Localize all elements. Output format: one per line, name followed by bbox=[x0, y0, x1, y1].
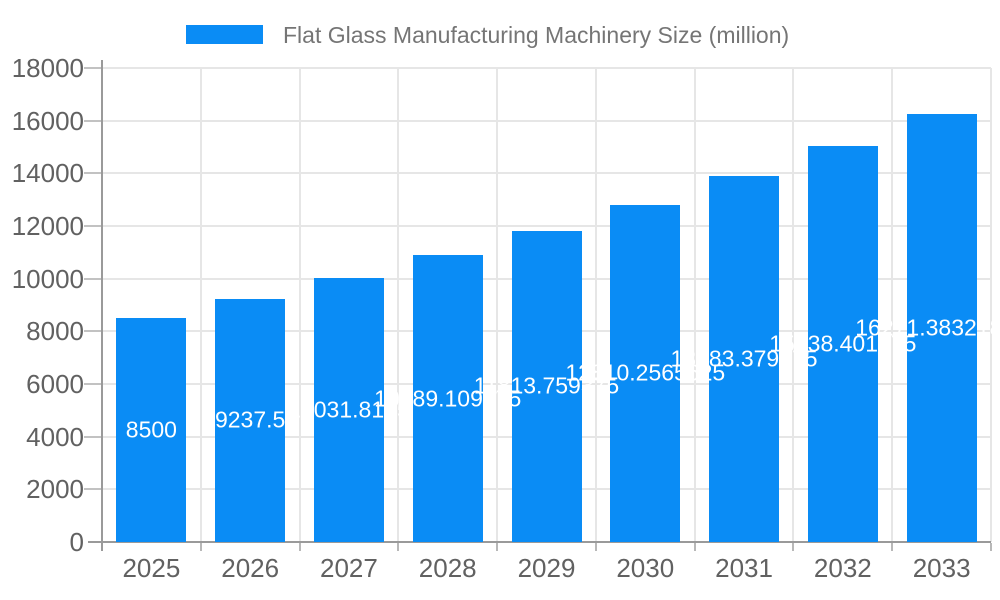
y-tick-label: 10000 bbox=[11, 263, 84, 294]
x-tick bbox=[298, 543, 301, 551]
y-tick bbox=[84, 435, 102, 438]
y-tick-label: 12000 bbox=[11, 211, 84, 241]
y-tick-label: 4000 bbox=[26, 421, 84, 452]
y-tick bbox=[84, 225, 102, 227]
x-tick-label: 2030 bbox=[616, 553, 675, 583]
bar bbox=[709, 176, 780, 542]
x-tick-label: 2028 bbox=[418, 553, 477, 583]
y-gridline bbox=[102, 225, 991, 227]
x-tick-label: 2027 bbox=[320, 553, 378, 583]
x-tick-label: 2026 bbox=[221, 553, 280, 583]
x-tick-label: 2033 bbox=[912, 553, 971, 583]
x-tick bbox=[199, 543, 202, 551]
y-gridline bbox=[102, 67, 991, 69]
x-gridline bbox=[298, 68, 301, 542]
y-tick-label: 16000 bbox=[11, 105, 84, 136]
x-tick bbox=[792, 543, 795, 551]
y-tick bbox=[84, 172, 102, 175]
y-tick-label: 2000 bbox=[26, 474, 84, 505]
x-tick bbox=[496, 543, 499, 551]
bar-value-label: 16271.38321875 bbox=[855, 314, 1000, 341]
y-tick-label: 14000 bbox=[11, 158, 84, 189]
bar-value-label: 13883.379375 bbox=[670, 345, 818, 372]
bar bbox=[807, 145, 878, 542]
x-tick-label: 2025 bbox=[122, 553, 181, 583]
x-tick bbox=[594, 543, 597, 551]
bar bbox=[313, 277, 384, 542]
y-tick bbox=[84, 383, 102, 385]
x-gridline bbox=[397, 68, 400, 542]
bar bbox=[215, 298, 286, 542]
legend-label: Flat Glass Manufacturing Machinery Size … bbox=[283, 22, 790, 48]
x-gridline bbox=[792, 68, 795, 542]
legend-swatch bbox=[186, 25, 263, 44]
bar-value-label: 12810.2565625 bbox=[565, 359, 726, 386]
y-tick-label: 8000 bbox=[26, 316, 84, 347]
y-tick-label: 18000 bbox=[11, 53, 84, 83]
bar-value-label: 11813.759375 bbox=[473, 372, 620, 399]
y-tick bbox=[84, 277, 102, 280]
y-axis-line bbox=[101, 60, 103, 551]
bar-value-label: 9237.5 bbox=[214, 406, 286, 433]
x-tick-label: 2032 bbox=[813, 553, 872, 583]
bar-value-label: 10889.109375 bbox=[374, 385, 522, 412]
y-gridline bbox=[102, 119, 991, 122]
bar-value-label: 15038.401875 bbox=[769, 330, 917, 357]
x-gridline bbox=[990, 68, 992, 542]
x-tick-label: 2029 bbox=[517, 553, 576, 583]
x-tick bbox=[693, 543, 696, 551]
y-tick-label: 0 bbox=[69, 527, 84, 557]
x-gridline bbox=[496, 68, 499, 542]
y-tick bbox=[84, 330, 102, 333]
y-tick bbox=[84, 67, 102, 69]
bar-value-label: 10031.8125 bbox=[288, 396, 410, 423]
y-tick bbox=[84, 488, 102, 491]
y-tick-label: 6000 bbox=[26, 369, 84, 399]
x-gridline bbox=[594, 68, 597, 542]
x-tick-label: 2031 bbox=[715, 553, 773, 583]
bar bbox=[511, 230, 582, 542]
x-tick bbox=[891, 543, 894, 551]
x-tick bbox=[397, 543, 400, 551]
x-gridline bbox=[693, 68, 696, 542]
x-gridline bbox=[891, 68, 894, 542]
bar-value-label: 8500 bbox=[125, 416, 177, 443]
x-tick bbox=[990, 543, 992, 551]
bar bbox=[412, 255, 483, 542]
bar bbox=[906, 113, 977, 542]
y-tick bbox=[84, 119, 102, 122]
y-gridline bbox=[102, 172, 991, 175]
x-gridline bbox=[199, 68, 202, 542]
x-axis-line bbox=[88, 541, 991, 543]
bar bbox=[116, 318, 187, 542]
bar bbox=[610, 204, 681, 542]
legend: Flat Glass Manufacturing Machinery Size … bbox=[0, 0, 1000, 55]
